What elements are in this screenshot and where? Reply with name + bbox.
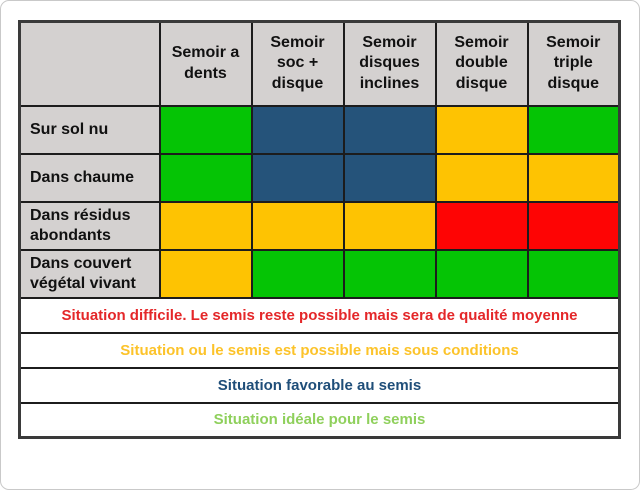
rating-cell-favorable <box>250 152 345 203</box>
rating-cell-ideal <box>158 104 253 155</box>
semoir-suitability-table: Semoir a dents Semoir soc + disque Semoir … <box>18 20 621 439</box>
rating-cell-ideal <box>342 248 437 299</box>
table-row: Dans couvert végétal vivant <box>18 248 621 299</box>
column-header: Semoir soc + disque <box>250 20 345 107</box>
row-header: Sur sol nu <box>18 104 161 155</box>
legend-row: Situation ou le semis est possible mais … <box>18 331 621 369</box>
rating-cell-conditional <box>158 248 253 299</box>
rating-cell-conditional <box>158 200 253 251</box>
rating-cell-difficult <box>526 200 621 251</box>
column-header: Semoir a dents <box>158 20 253 107</box>
legend-label-ideal: Situation idéale pour le semis <box>18 401 621 439</box>
rating-cell-favorable <box>342 152 437 203</box>
rating-cell-favorable <box>250 104 345 155</box>
rating-cell-ideal <box>250 248 345 299</box>
header-row: Semoir a dents Semoir soc + disque Semoir … <box>18 20 621 107</box>
table-row: Dans chaume <box>18 152 621 203</box>
row-header: Dans résidus abondants <box>18 200 161 251</box>
legend-label-favorable: Situation favorable au semis <box>18 366 621 404</box>
rating-cell-conditional <box>250 200 345 251</box>
rating-cell-conditional <box>342 200 437 251</box>
legend-row: Situation difficile. Le semis reste poss… <box>18 296 621 334</box>
table-body: Sur sol nu Dans chaume Dans résidus abonda… <box>18 104 621 299</box>
rating-cell-conditional <box>526 152 621 203</box>
row-header: Dans chaume <box>18 152 161 203</box>
table-row: Dans résidus abondants <box>18 200 621 251</box>
rating-cell-difficult <box>434 200 529 251</box>
rating-cell-conditional <box>434 152 529 203</box>
legend-body: Situation difficile. Le semis reste poss… <box>18 296 621 439</box>
corner-cell <box>18 20 161 107</box>
table-header: Semoir a dents Semoir soc + disque Semoir … <box>18 20 621 107</box>
rating-cell-ideal <box>526 104 621 155</box>
legend-row: Situation favorable au semis <box>18 366 621 404</box>
row-header: Dans couvert végétal vivant <box>18 248 161 299</box>
column-header: Semoir triple disque <box>526 20 621 107</box>
legend-label-conditional: Situation ou le semis est possible mais … <box>18 331 621 369</box>
column-header: Semoir double disque <box>434 20 529 107</box>
rating-cell-favorable <box>342 104 437 155</box>
rating-cell-conditional <box>434 104 529 155</box>
legend-label-difficult: Situation difficile. Le semis reste poss… <box>18 296 621 334</box>
rating-cell-ideal <box>526 248 621 299</box>
rating-cell-ideal <box>434 248 529 299</box>
table-row: Sur sol nu <box>18 104 621 155</box>
rating-cell-ideal <box>158 152 253 203</box>
column-header: Semoir disques inclines <box>342 20 437 107</box>
legend-row: Situation idéale pour le semis <box>18 401 621 439</box>
